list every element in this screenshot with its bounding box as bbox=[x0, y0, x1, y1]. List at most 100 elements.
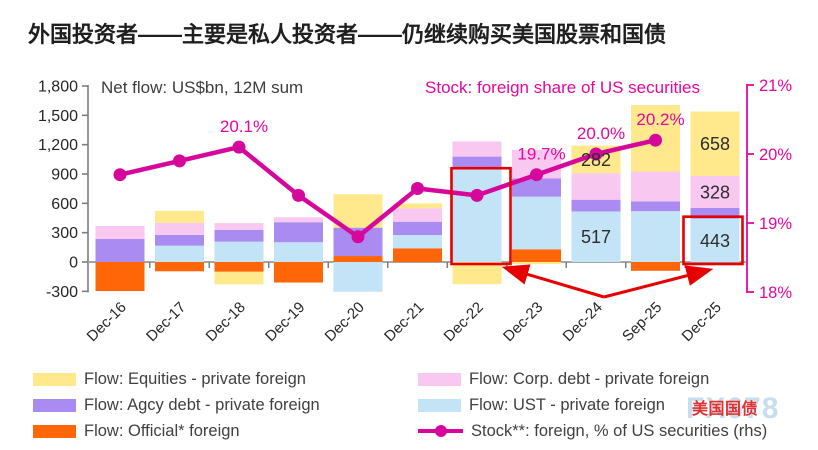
bar-segment bbox=[393, 203, 442, 209]
bar-segment bbox=[393, 208, 442, 222]
legend-swatch-equities bbox=[33, 372, 76, 386]
bar-segment bbox=[690, 218, 740, 262]
bar-segment bbox=[393, 248, 442, 262]
bar-segment bbox=[512, 178, 561, 197]
x-axis-label: Dec-24 bbox=[560, 299, 606, 345]
left-axis-tick-label: 0 bbox=[69, 255, 78, 272]
x-axis-label: Dec-19 bbox=[262, 299, 308, 345]
bar-segment bbox=[214, 271, 264, 285]
left-axis-tick-label: 1,200 bbox=[38, 137, 78, 154]
bar-segment bbox=[333, 256, 383, 262]
bars bbox=[95, 105, 740, 292]
bar-segment bbox=[274, 222, 323, 243]
bar-segment bbox=[571, 199, 621, 212]
bar-segment bbox=[274, 217, 323, 223]
x-axis-label: Dec-17 bbox=[143, 299, 189, 345]
bar-segment bbox=[155, 222, 204, 235]
bar-segment bbox=[214, 262, 264, 272]
bar-segment bbox=[95, 239, 145, 262]
x-axis-label: Dec-22 bbox=[441, 299, 487, 345]
bar-value-label: 443 bbox=[700, 231, 730, 251]
x-axis-label: Dec-21 bbox=[381, 299, 427, 345]
right-axis-tick-label: 18% bbox=[759, 284, 792, 302]
left-axis-tick-label: 1,500 bbox=[38, 108, 78, 125]
x-axis-label: Dec-20 bbox=[322, 299, 368, 345]
x-axis-label: Sep-25 bbox=[619, 299, 665, 345]
legend-label: Flow: Equities - private foreign bbox=[84, 369, 306, 388]
legend-line-marker-icon bbox=[435, 425, 447, 437]
bar-segment bbox=[571, 173, 621, 200]
bar-segment bbox=[155, 245, 204, 262]
bar-segment bbox=[214, 241, 264, 262]
left-axis-tick-label: 600 bbox=[51, 196, 78, 213]
line-marker bbox=[470, 188, 484, 202]
highlight-box bbox=[450, 166, 512, 266]
bar-segment bbox=[631, 211, 680, 262]
highlight-box bbox=[682, 215, 744, 266]
bar-segment bbox=[631, 201, 680, 212]
bar-segment bbox=[274, 242, 323, 262]
right-axis-tick-label: 21% bbox=[759, 77, 792, 95]
bar-segment bbox=[631, 171, 680, 202]
legend-column-1: Flow: Equities - private foreign Flow: A… bbox=[33, 366, 320, 444]
legend-column-2: Flow: Corp. debt - private foreign Flow:… bbox=[418, 366, 767, 444]
bar-segment bbox=[690, 175, 740, 208]
bar-segment bbox=[512, 196, 561, 250]
line-marker bbox=[530, 168, 543, 182]
legend-swatch-corp-debt bbox=[418, 372, 461, 386]
stock-share-line bbox=[119, 138, 657, 240]
bar-segment bbox=[274, 262, 323, 283]
bar-segment bbox=[631, 262, 680, 271]
left-axis-tick-label: 900 bbox=[51, 167, 78, 184]
bar-segment bbox=[690, 111, 740, 176]
bar-segment bbox=[95, 226, 145, 240]
line-marker bbox=[292, 188, 305, 202]
bar-value-label: 328 bbox=[700, 182, 730, 202]
legend-item-agcy-debt: Flow: Agcy debt - private foreign bbox=[33, 392, 320, 418]
bar-segment bbox=[512, 249, 561, 262]
line-marker bbox=[649, 133, 662, 147]
legend-item-corp-debt: Flow: Corp. debt - private foreign bbox=[418, 366, 767, 392]
x-axis-label: Dec-23 bbox=[500, 299, 546, 345]
x-axis-label: Dec-16 bbox=[84, 299, 130, 345]
left-axis-tick-label: 1,800 bbox=[38, 79, 78, 96]
right-axis-title: Stock: foreign share of US securities bbox=[425, 78, 700, 97]
legend-swatch-official bbox=[33, 424, 76, 438]
bar-segment bbox=[690, 207, 740, 219]
bar-segment bbox=[452, 262, 502, 285]
line-marker bbox=[113, 168, 127, 182]
line-marker bbox=[351, 230, 365, 244]
bar-segment bbox=[214, 223, 264, 230]
left-axis-tick-label: -300 bbox=[46, 284, 78, 301]
annotation-arrow bbox=[501, 264, 605, 299]
bar-segment bbox=[393, 235, 442, 249]
x-axis-label: Dec-25 bbox=[679, 299, 725, 345]
bar-segment bbox=[95, 262, 145, 292]
right-axis-tick-label: 19% bbox=[759, 215, 792, 233]
annotation-arrow bbox=[603, 265, 714, 299]
left-axis: 1,800 1,500 1,200 900 600 300 0 -300 bbox=[38, 79, 89, 301]
legend-line-swatch bbox=[418, 425, 463, 437]
legend-swatch-ust bbox=[418, 398, 461, 412]
legend-label: Flow: Agcy debt - private foreign bbox=[84, 395, 320, 414]
line-marker bbox=[232, 140, 246, 154]
legend-item-ust: Flow: UST - private foreign bbox=[418, 392, 767, 418]
bar-segment bbox=[452, 169, 502, 262]
bar-segment bbox=[155, 234, 204, 246]
right-axis-tick-label: 20% bbox=[759, 146, 792, 164]
line-marker bbox=[411, 182, 424, 195]
legend-label: Stock**: foreign, % of US securities (rh… bbox=[471, 421, 768, 440]
legend-label: Flow: UST - private foreign bbox=[469, 395, 665, 414]
line-marker bbox=[173, 154, 186, 168]
page-title: 外国投资者——主要是私人投资者——仍继续购买美国股票和国债 bbox=[28, 22, 667, 47]
legend-swatch-agcy-debt bbox=[33, 398, 76, 412]
legend-item-official: Flow: Official* foreign bbox=[33, 418, 320, 444]
bar-segment bbox=[393, 221, 442, 236]
line-point-label: 20.1% bbox=[220, 117, 268, 136]
line-marker bbox=[589, 147, 603, 161]
line-point-label: 20.2% bbox=[636, 110, 684, 129]
left-axis-title: Net flow: US$bn, 12M sum bbox=[101, 78, 304, 97]
bar-segment bbox=[452, 156, 502, 170]
